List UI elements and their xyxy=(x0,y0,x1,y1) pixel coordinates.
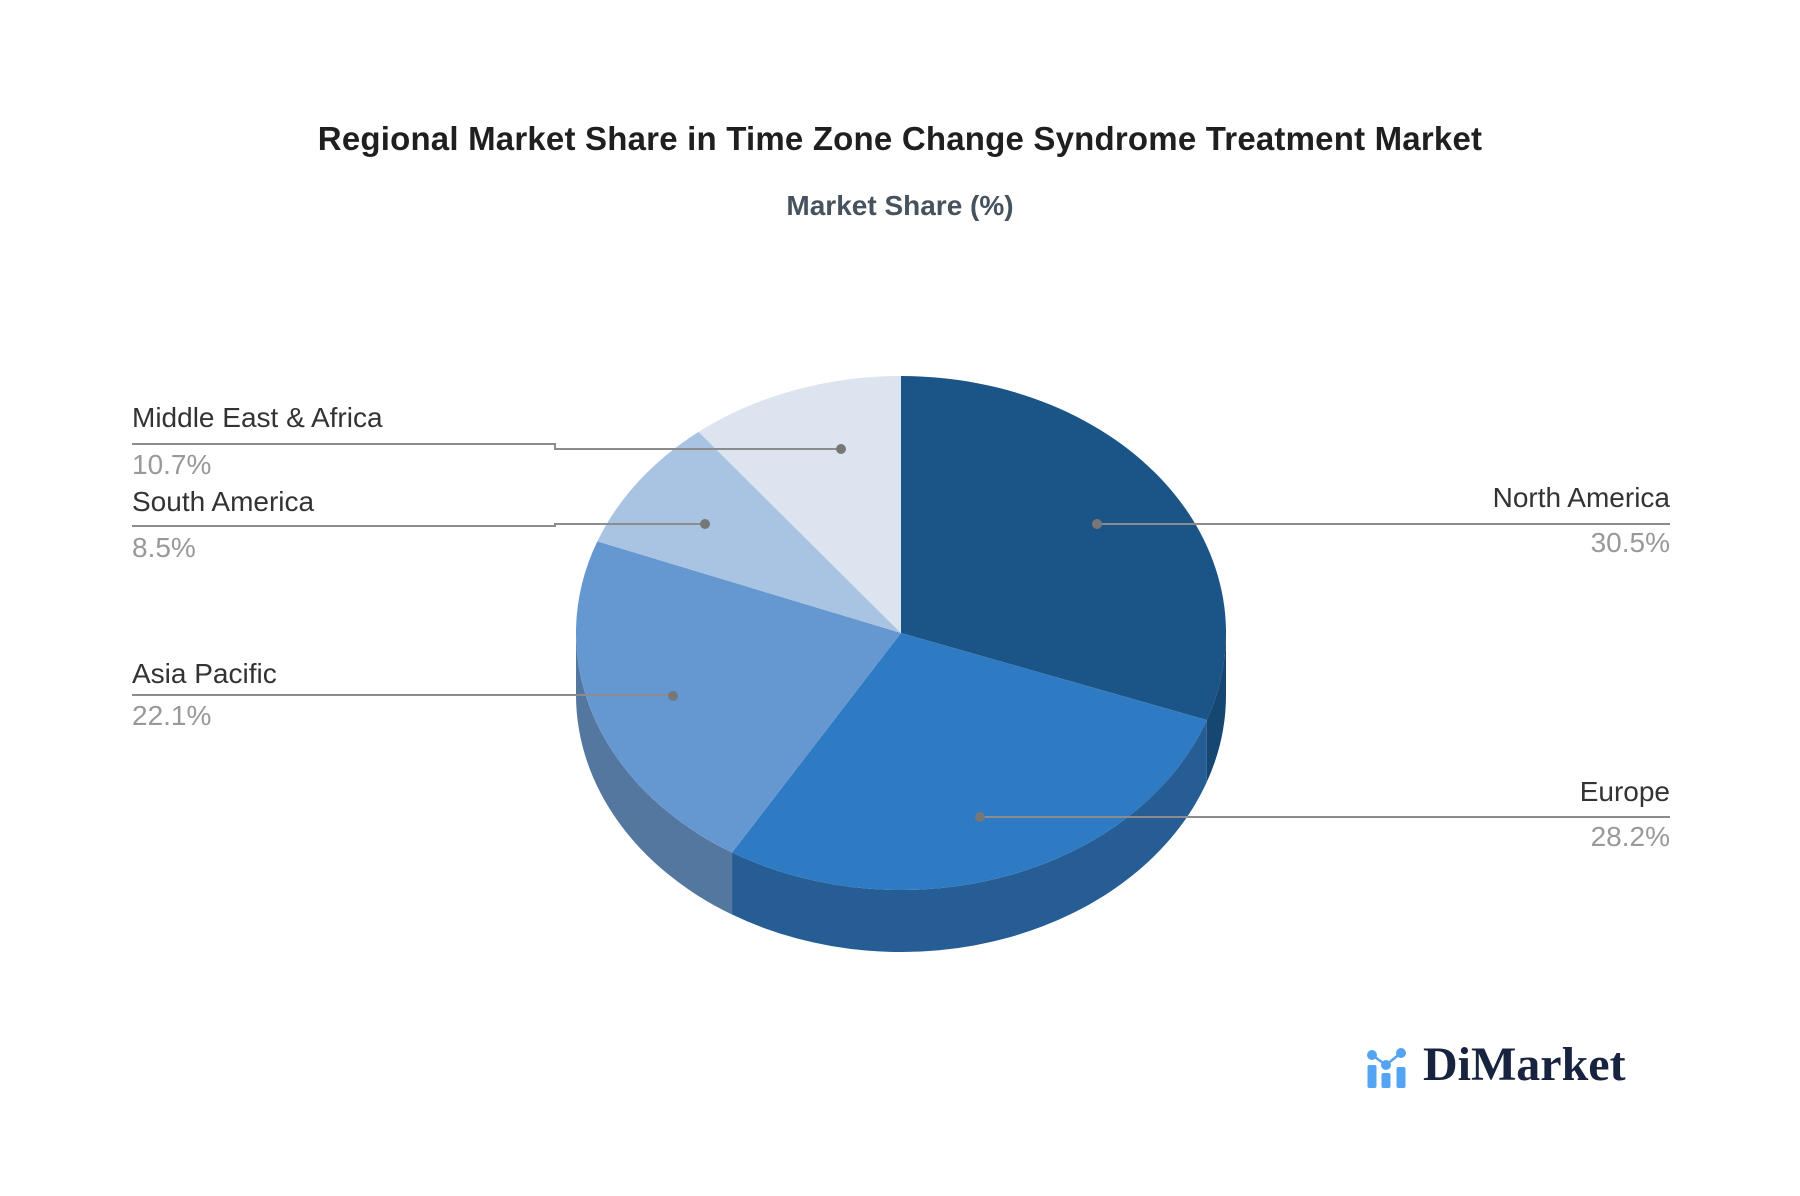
slice-pct-asia-pacific: 22.1% xyxy=(132,700,212,731)
slice-label-asia-pacific: Asia Pacific xyxy=(132,658,277,689)
leader-dot-europe xyxy=(975,812,985,822)
leader-line-middle-east-africa xyxy=(132,443,841,450)
slice-label-north-america: North America xyxy=(1492,482,1670,513)
slice-label-south-america: South America xyxy=(132,486,315,517)
slice-pct-north-america: 30.5% xyxy=(1590,527,1670,558)
leader-dot-asia-pacific xyxy=(668,691,678,701)
chart-title: Regional Market Share in Time Zone Chang… xyxy=(317,120,1483,157)
brand-bars-icon xyxy=(1367,1048,1406,1088)
pie-slice-europe[interactable] xyxy=(732,633,1207,891)
brand-logo: DiMarket xyxy=(1363,1040,1626,1090)
brand-name: DiMarket xyxy=(1423,1038,1626,1091)
leader-line-south-america xyxy=(132,523,705,527)
pie-slice-side-asia-pacific xyxy=(576,633,733,915)
pie-slice-south-america[interactable] xyxy=(597,431,901,633)
slice-pct-middle-east-africa: 10.7% xyxy=(132,449,212,480)
pie-slice-north-america[interactable] xyxy=(901,376,1227,721)
pie-slice-middle-east-africa[interactable] xyxy=(698,376,901,633)
slice-pct-europe: 28.2% xyxy=(1590,821,1670,852)
leader-dot-north-america xyxy=(1092,519,1102,529)
leader-dot-middle-east-africa xyxy=(836,444,846,454)
slice-label-middle-east-africa: Middle East & Africa xyxy=(132,402,383,433)
slice-label-europe: Europe xyxy=(1579,776,1670,807)
pie-slice-asia-pacific[interactable] xyxy=(575,541,901,853)
chart-subtitle: Market Share (%) xyxy=(786,190,1014,221)
slice-pct-south-america: 8.5% xyxy=(132,532,196,563)
pie-slice-side-europe xyxy=(732,720,1207,953)
leader-dot-south-america xyxy=(700,519,710,529)
pie-slice-side-north-america xyxy=(1206,633,1226,783)
